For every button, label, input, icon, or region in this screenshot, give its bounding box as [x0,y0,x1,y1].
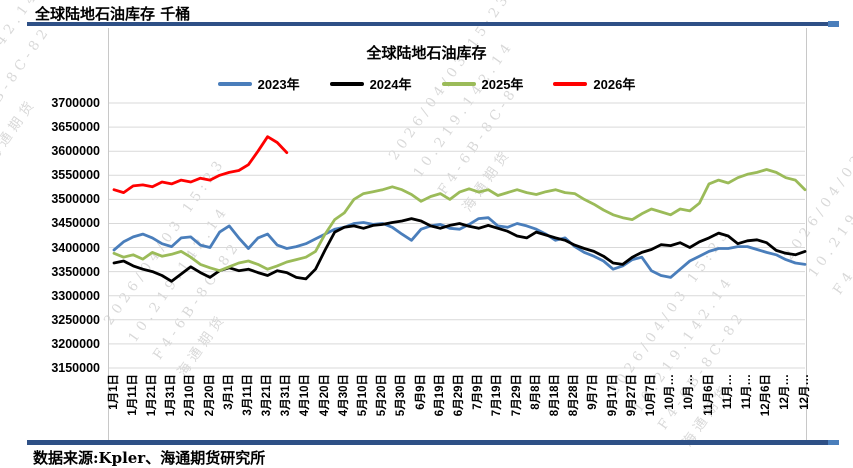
legend-item-2024年: 2024年 [329,74,412,93]
x-tick-label: 7月19日 [491,374,504,417]
x-tick-label: 8月18日 [549,374,561,417]
x-tick-label: 1月21日 [145,374,158,417]
x-tick-label: 5月20日 [376,374,389,417]
x-tick-label: 6月9日 [414,374,427,410]
x-tick-label: 10月7日 [644,374,657,417]
x-tick-label: 6月29日 [453,374,465,417]
x-tick-label: 12月… [798,374,811,410]
y-tick-label: 3300000 [51,289,100,303]
page-title: 全球陆地石油库存 千桶 [35,5,191,23]
x-tick-label: 7月29日 [510,374,523,417]
x-tick-label: 10月… [683,374,696,410]
header-rule [27,22,828,26]
legend-item-2025年: 2025年 [441,74,524,93]
x-tick-label: 3月31日 [280,374,293,417]
x-tick-label: 3月1日 [222,374,235,410]
legend-line-swatch [217,81,252,86]
x-tick-label: 9月7日 [587,374,600,410]
x-tick-label: 5月30日 [395,374,408,417]
series-line-2026年 [112,135,289,195]
x-tick-label: 8月28日 [568,374,581,417]
x-tick-label: 4月30日 [337,374,350,417]
y-tick-label: 3350000 [51,265,100,279]
legend-line-swatch [329,81,364,86]
x-tick-label: 9月17日 [606,374,619,417]
y-tick-label: 3650000 [51,120,100,134]
x-tick-label: 9月27日 [625,374,638,417]
legend-item-2026年: 2026年 [553,74,635,93]
x-tick-label: 2月20日 [203,374,216,417]
x-tick-label: 12月… [779,374,792,410]
x-tick-label: 11月… [740,374,753,410]
y-tick-label: 3700000 [51,96,100,110]
y-tick-label: 3250000 [51,313,100,327]
x-tick-label: 5月10日 [357,374,369,417]
legend-label: 2023年 [257,77,300,92]
x-tick-label: 11月… [721,374,734,410]
legend-label: 2026年 [593,77,636,92]
series-line-2023年 [112,216,807,279]
chart-legend: 2023年 2024年 2025年 2026年 [0,74,853,93]
y-tick-label: 3500000 [51,192,100,206]
y-tick-label: 3200000 [51,337,100,351]
x-tick-label: 8月8日 [529,374,542,410]
x-tick-label: 6月19日 [433,374,446,417]
footer-rule [27,440,828,445]
x-tick-label: 7月9日 [472,374,485,410]
y-tick-label: 3600000 [51,144,100,158]
x-tick-label: 3月21日 [261,374,274,417]
data-source-note: 数据来源:Kpler、海通期货研究所 [33,449,266,467]
footer-rule-endcap [828,440,839,445]
y-tick-label: 3150000 [51,361,100,375]
y-tick-label: 3450000 [51,216,100,230]
x-tick-label: 3月11日 [241,374,254,416]
x-tick-label: 1月11日 [126,374,139,416]
x-tick-label: 4月10日 [299,374,312,417]
chart-title: 全球陆地石油库存 [366,44,487,62]
x-tick-label: 2月10日 [184,374,197,417]
x-tick-label: 11月6日 [702,374,715,416]
x-tick-label: 10月… [664,374,677,410]
legend-line-swatch [441,81,476,86]
legend-label: 2025年 [481,77,524,92]
legend-item-2023年: 2023年 [217,74,300,93]
x-tick-label: 4月20日 [318,374,331,417]
x-tick-label: 1月1日 [107,374,120,410]
header-rule-endcap [828,21,839,27]
y-tick-label: 3400000 [51,241,100,255]
x-tick-label: 12月6日 [760,374,773,417]
legend-line-swatch [553,81,588,86]
legend-label: 2024年 [369,77,412,92]
x-tick-label: 1月31日 [165,374,178,417]
series-line-2025年 [112,168,807,273]
y-tick-label: 3550000 [51,168,100,182]
